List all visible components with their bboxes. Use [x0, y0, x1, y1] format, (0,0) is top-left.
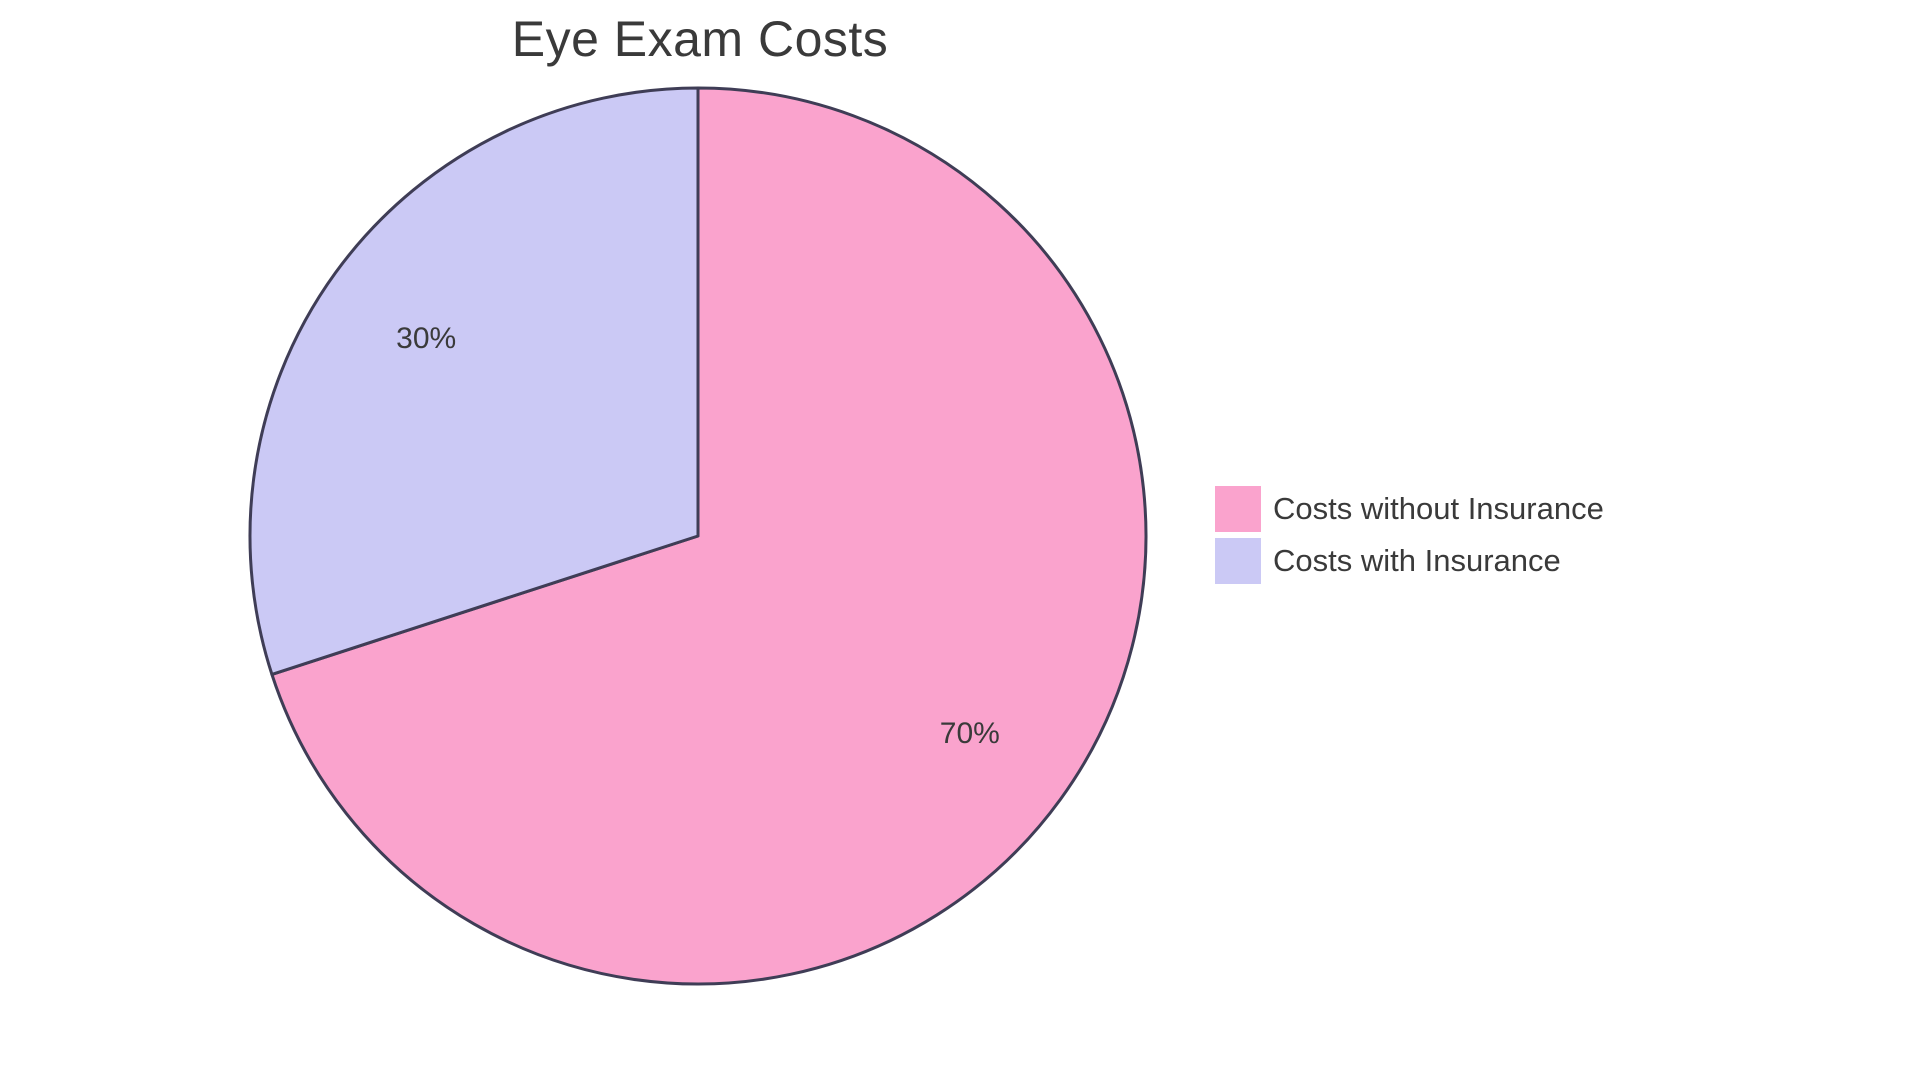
legend-swatch-costs-with-insurance [1215, 538, 1261, 584]
legend-item: Costs without Insurance [1215, 486, 1604, 532]
legend-swatch-costs-without-insurance [1215, 486, 1261, 532]
pie-slice-costs-without-insurance [270, 86, 1148, 986]
pie-slice-percent-label: 30% [396, 322, 456, 355]
chart-title: Eye Exam Costs [511, 11, 889, 67]
pie-slice-percent-label: 70% [940, 717, 1000, 750]
legend-item: Costs with Insurance [1215, 538, 1604, 584]
legend: Costs without Insurance Costs with Insur… [1215, 486, 1604, 590]
pie-slice-costs-with-insurance [248, 86, 700, 676]
legend-item-label: Costs with Insurance [1273, 543, 1561, 578]
legend-item-label: Costs without Insurance [1273, 491, 1604, 526]
